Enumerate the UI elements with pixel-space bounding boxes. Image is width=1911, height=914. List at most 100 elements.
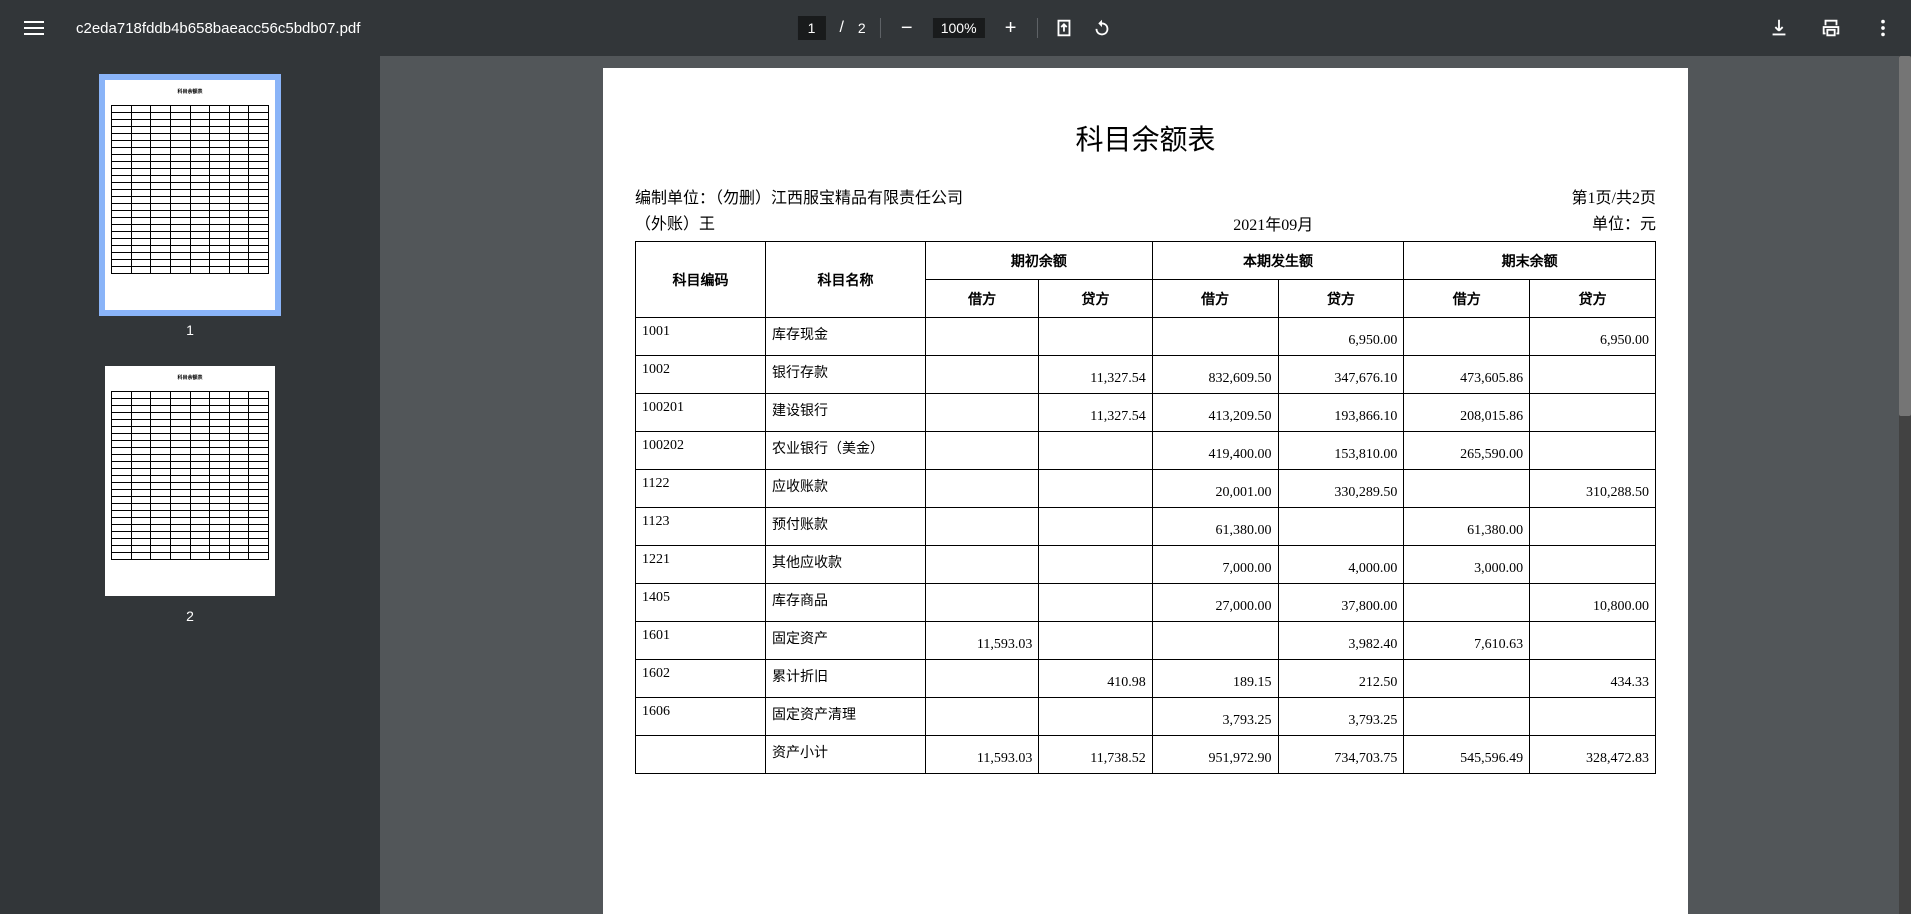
table-cell: 1001 (636, 318, 766, 356)
table-cell: 累计折旧 (766, 660, 926, 698)
table-cell (1530, 546, 1656, 584)
table-cell: 3,793.25 (1278, 698, 1404, 736)
zoom-out-button[interactable]: − (895, 16, 919, 40)
more-button[interactable] (1871, 16, 1895, 40)
table-cell: 310,288.50 (1530, 470, 1656, 508)
table-cell: 832,609.50 (1152, 356, 1278, 394)
page-input[interactable] (797, 16, 825, 40)
table-cell (636, 736, 766, 774)
thumbnail-sidebar: 科目余额表 1 科目余额表 2 (0, 56, 380, 914)
table-cell (926, 660, 1039, 698)
table-row: 1001库存现金6,950.006,950.00 (636, 318, 1656, 356)
table-cell (1404, 660, 1530, 698)
pdf-page: 科目余额表 编制单位：（勿删）江西服宝精品有限责任公司（外账）王 2021年09… (603, 68, 1688, 914)
thumbnail-number: 1 (186, 322, 194, 338)
table-cell (1530, 698, 1656, 736)
thumbnail-wrap: 科目余额表 2 (105, 366, 275, 624)
table-cell (926, 394, 1039, 432)
table-cell (926, 432, 1039, 470)
table-cell: 734,703.75 (1278, 736, 1404, 774)
table-cell (1039, 546, 1152, 584)
table-cell: 413,209.50 (1152, 394, 1278, 432)
table-cell (926, 508, 1039, 546)
table-cell: 6,950.00 (1530, 318, 1656, 356)
table-cell: 银行存款 (766, 356, 926, 394)
th-name: 科目名称 (766, 242, 926, 318)
table-cell: 6,950.00 (1278, 318, 1404, 356)
scrollbar[interactable] (1899, 56, 1911, 914)
table-cell: 1002 (636, 356, 766, 394)
toolbar-center: / 2 − 100% + (797, 16, 1113, 40)
table-cell (926, 470, 1039, 508)
table-cell: 419,400.00 (1152, 432, 1278, 470)
scrollbar-thumb[interactable] (1899, 56, 1911, 416)
table-row: 100201建设银行11,327.54413,209.50193,866.102… (636, 394, 1656, 432)
table-cell: 347,676.10 (1278, 356, 1404, 394)
table-cell (1530, 356, 1656, 394)
table-cell (1530, 432, 1656, 470)
table-cell: 330,289.50 (1278, 470, 1404, 508)
rotate-button[interactable] (1090, 16, 1114, 40)
th-code: 科目编码 (636, 242, 766, 318)
table-cell: 3,982.40 (1278, 622, 1404, 660)
table-cell: 951,972.90 (1152, 736, 1278, 774)
table-cell: 预付账款 (766, 508, 926, 546)
table-cell: 37,800.00 (1278, 584, 1404, 622)
table-row: 1221其他应收款7,000.004,000.003,000.00 (636, 546, 1656, 584)
th-ec: 贷方 (1530, 280, 1656, 318)
table-cell (1039, 584, 1152, 622)
divider (1037, 18, 1038, 38)
download-button[interactable] (1767, 16, 1791, 40)
thumbnail[interactable]: 科目余额表 (105, 80, 275, 310)
table-cell: 1602 (636, 660, 766, 698)
table-cell: 应收账款 (766, 470, 926, 508)
table-cell: 农业银行（美金） (766, 432, 926, 470)
zoom-in-button[interactable]: + (999, 16, 1023, 40)
table-row: 1123预付账款61,380.0061,380.00 (636, 508, 1656, 546)
table-cell: 208,015.86 (1404, 394, 1530, 432)
file-title: c2eda718fddb4b658baeacc56c5bdb07.pdf (76, 20, 360, 37)
table-row: 资产小计11,593.0311,738.52951,972.90734,703.… (636, 736, 1656, 774)
table-cell: 固定资产 (766, 622, 926, 660)
thumbnail[interactable]: 科目余额表 (105, 366, 275, 596)
toolbar-right (1767, 16, 1895, 40)
table-cell (926, 584, 1039, 622)
table-cell (926, 356, 1039, 394)
doc-period: 2021年09月 (975, 211, 1572, 237)
th-ed: 借方 (1404, 280, 1530, 318)
fit-page-button[interactable] (1052, 16, 1076, 40)
th-cd: 借方 (1152, 280, 1278, 318)
table-cell: 3,000.00 (1404, 546, 1530, 584)
zoom-level[interactable]: 100% (933, 18, 985, 38)
table-cell (1278, 508, 1404, 546)
table-cell (1404, 318, 1530, 356)
table-cell (1039, 432, 1152, 470)
table-cell: 27,000.00 (1152, 584, 1278, 622)
table-cell: 3,793.25 (1152, 698, 1278, 736)
table-cell (1404, 584, 1530, 622)
table-row: 100202农业银行（美金）419,400.00153,810.00265,59… (636, 432, 1656, 470)
table-cell (1404, 470, 1530, 508)
content-viewport[interactable]: 科目余额表 编制单位：（勿删）江西服宝精品有限责任公司（外账）王 2021年09… (380, 56, 1911, 914)
table-cell: 1606 (636, 698, 766, 736)
table-cell (1530, 394, 1656, 432)
table-cell: 100201 (636, 394, 766, 432)
table-cell (1039, 508, 1152, 546)
table-cell: 61,380.00 (1152, 508, 1278, 546)
table-cell: 11,327.54 (1039, 356, 1152, 394)
table-cell: 库存商品 (766, 584, 926, 622)
page-info: 第1页/共2页 (1572, 186, 1656, 212)
table-cell (926, 546, 1039, 584)
table-cell (1152, 622, 1278, 660)
table-cell: 473,605.86 (1404, 356, 1530, 394)
table-cell: 1601 (636, 622, 766, 660)
table-cell (926, 698, 1039, 736)
table-cell: 410.98 (1039, 660, 1152, 698)
table-cell: 1405 (636, 584, 766, 622)
table-row: 1122应收账款20,001.00330,289.50310,288.50 (636, 470, 1656, 508)
table-cell: 4,000.00 (1278, 546, 1404, 584)
menu-icon[interactable] (16, 13, 52, 43)
doc-title: 科目余额表 (635, 118, 1656, 158)
print-button[interactable] (1819, 16, 1843, 40)
table-cell: 11,327.54 (1039, 394, 1152, 432)
